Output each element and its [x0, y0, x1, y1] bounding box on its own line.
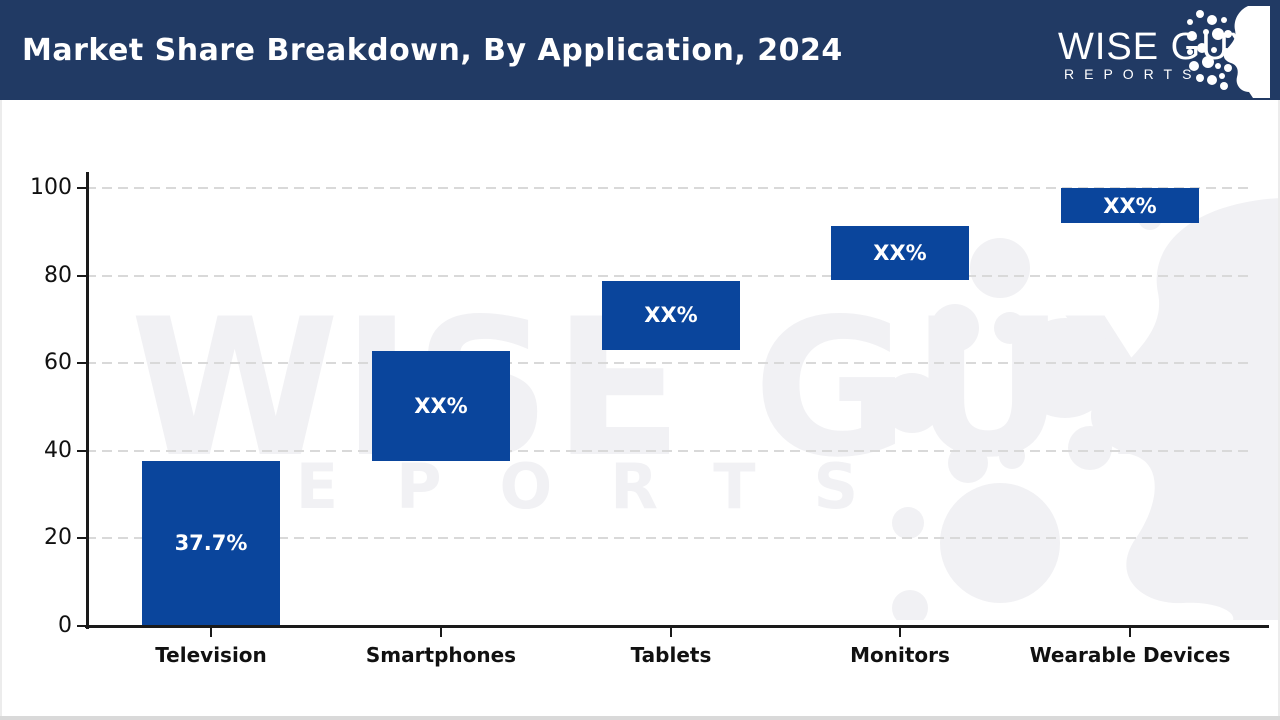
watermark-face-icon: [882, 198, 1280, 620]
x-tickmark-wearable-devices: [1129, 628, 1131, 637]
bar-value-label-tablets: XX%: [644, 303, 698, 328]
x-axis-line: [85, 625, 1269, 628]
bar-wearable-devices[interactable]: XX%: [1061, 188, 1199, 224]
x-tickmark-tablets: [670, 628, 672, 637]
brand-logo: WISE GUY REPORTS: [1012, 4, 1270, 98]
gridline-y40: [86, 449, 1252, 452]
y-tick-label-0: 0: [58, 613, 72, 638]
watermark-subtext: REPORTS: [190, 450, 917, 523]
y-tick-label-100: 100: [30, 175, 72, 200]
plot-area: WISE GUY REPORTS 0 20 40 60 80 100 37.7% XX% XX%…: [0, 100, 1280, 720]
bar-value-label-smartphones: XX%: [414, 393, 468, 418]
gridline-y80: [86, 274, 1252, 277]
x-tick-label-television: Television: [155, 643, 267, 667]
y-tick-label-80: 80: [44, 262, 72, 288]
y-tickmark-40: [77, 449, 86, 452]
y-tick-label-20: 20: [44, 525, 72, 551]
bar-value-label-monitors: XX%: [873, 241, 927, 266]
bar-value-label-wearable-devices: XX%: [1103, 193, 1157, 218]
y-tickmark-0: [77, 625, 86, 627]
x-tickmark-television: [210, 628, 212, 637]
brand-logo-subtext: REPORTS: [1064, 66, 1202, 82]
y-axis-line: [86, 172, 89, 629]
x-tickmark-smartphones: [440, 628, 442, 637]
y-tickmark-60: [77, 362, 86, 365]
header-bar: Market Share Breakdown, By Application, …: [0, 0, 1280, 100]
x-tick-label-monitors: Monitors: [850, 643, 950, 667]
bar-monitors[interactable]: XX%: [831, 226, 969, 280]
y-tickmark-80: [77, 274, 86, 277]
frame-border-bottom: [0, 716, 1280, 720]
x-tick-label-tablets: Tablets: [630, 643, 712, 667]
frame-border-right: [1278, 100, 1280, 716]
bar-value-label-television: 37.7%: [174, 531, 248, 556]
gridline-y60: [86, 362, 1252, 365]
y-tickmark-20: [77, 537, 86, 540]
x-tick-label-smartphones: Smartphones: [365, 643, 517, 667]
x-tick-label-wearable-devices: Wearable Devices: [1029, 643, 1231, 667]
y-tickmark-100: [77, 187, 86, 189]
x-tickmark-monitors: [899, 628, 901, 637]
bar-tablets[interactable]: XX%: [602, 280, 740, 351]
brand-face-icon: [1187, 6, 1270, 98]
bar-television[interactable]: 37.7%: [142, 460, 280, 626]
gridline-y100: [86, 187, 1252, 189]
gridline-y20: [86, 537, 1252, 540]
y-tick-label-40: 40: [44, 437, 72, 463]
bar-smartphones[interactable]: XX%: [372, 350, 510, 461]
page-title: Market Share Breakdown, By Application, …: [22, 32, 843, 68]
y-tick-label-60: 60: [44, 350, 72, 376]
frame-border-left: [0, 100, 2, 716]
